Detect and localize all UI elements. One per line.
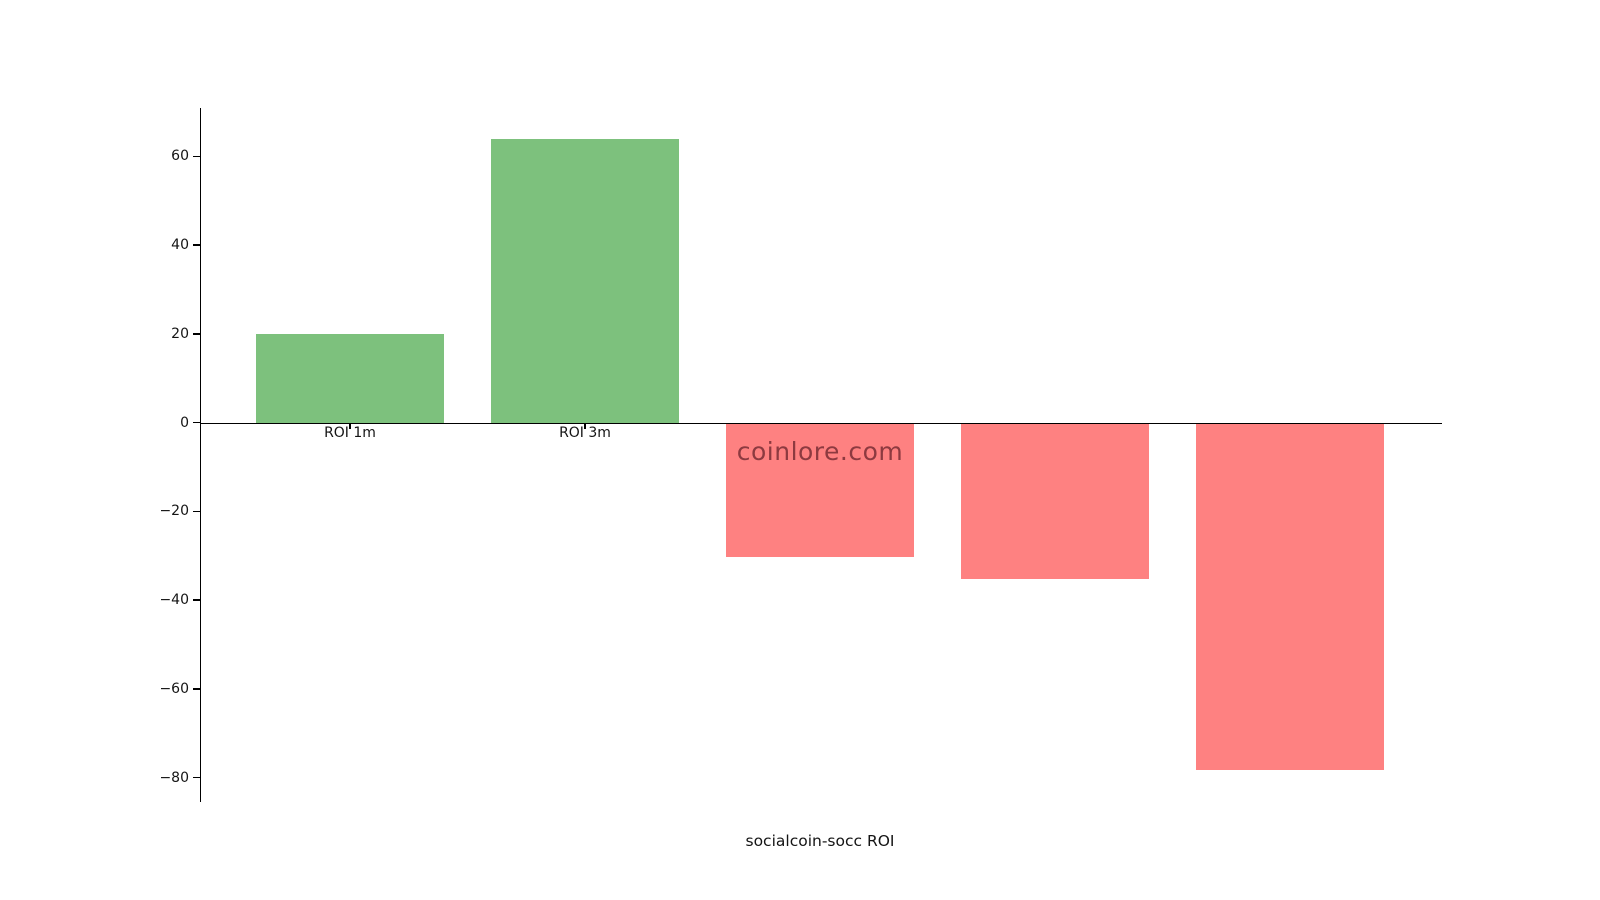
y-tick-label: 20 [171, 325, 189, 342]
y-tick-label: −80 [159, 769, 189, 786]
x-tick-mark [584, 422, 586, 429]
x-axis-line [200, 422, 1442, 424]
bar-negative-3 [961, 424, 1149, 580]
y-tick-mark [193, 421, 200, 424]
y-tick-label: 40 [171, 237, 189, 254]
y-tick-label: −40 [159, 592, 189, 609]
y-tick-mark [193, 688, 200, 690]
y-tick-mark [193, 510, 200, 513]
y-tick-label: −20 [159, 503, 189, 520]
bar-negative-4 [1196, 424, 1384, 771]
bar-negative-2 [726, 424, 914, 558]
y-tick-label: 60 [171, 148, 189, 165]
x-tick-mark [349, 422, 351, 429]
y-tick-mark [193, 155, 200, 158]
x-axis-title: socialcoin-socc ROI [745, 832, 895, 850]
y-tick-mark [193, 333, 200, 335]
y-axis-line [200, 108, 202, 802]
y-tick-mark [193, 244, 200, 246]
y-tick-mark [193, 776, 200, 779]
x-tick-label: ROI 1m [324, 425, 376, 442]
y-tick-label: −60 [159, 680, 189, 697]
bar-roi-1m [256, 333, 444, 423]
watermark-text: coinlore.com [736, 437, 904, 466]
y-tick-mark [193, 599, 200, 601]
bar-roi-3m [491, 138, 679, 423]
x-tick-label: ROI 3m [559, 425, 611, 442]
y-tick-label: 0 [180, 414, 189, 431]
